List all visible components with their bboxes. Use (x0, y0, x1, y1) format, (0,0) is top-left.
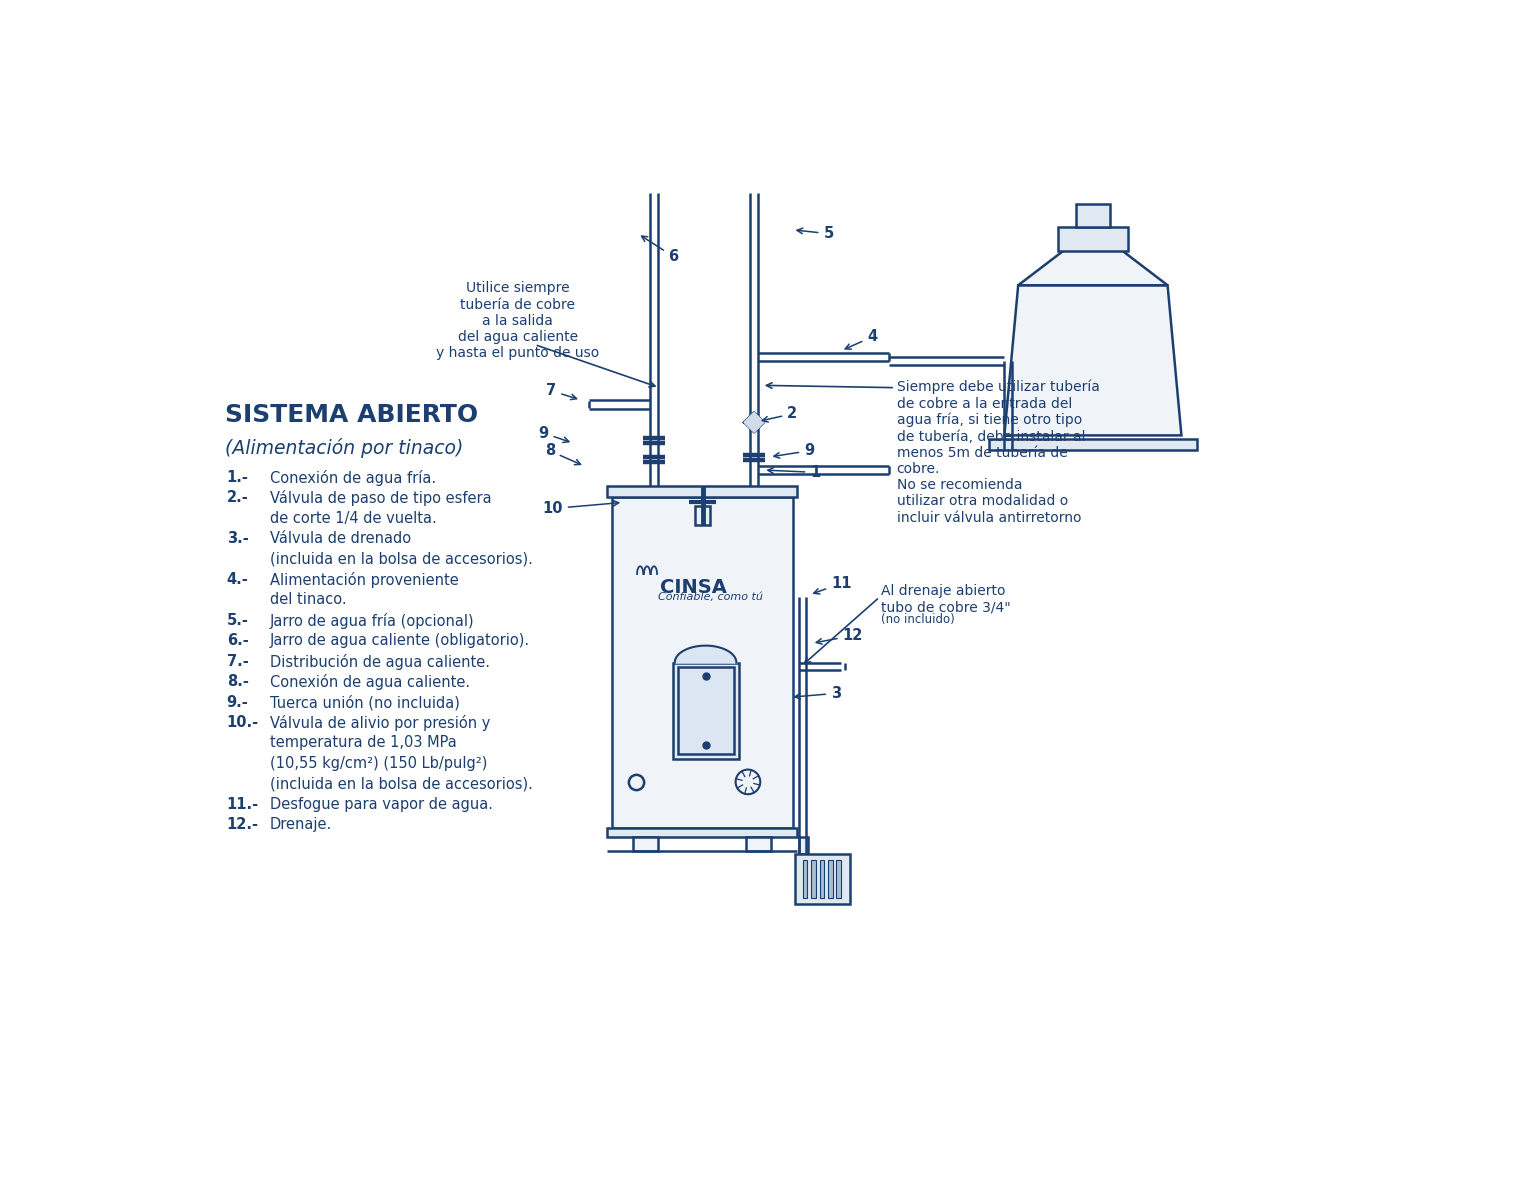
Bar (803, 860, 808, 898)
Text: Válvula de drenado: Válvula de drenado (270, 531, 412, 546)
Bar (828, 860, 833, 898)
Text: 5: 5 (797, 226, 834, 242)
Text: Válvula de paso de tipo esfera: Válvula de paso de tipo esfera (270, 490, 492, 507)
Text: (10,55 kg/cm²) (150 Lb/pulg²): (10,55 kg/cm²) (150 Lb/pulg²) (270, 756, 487, 771)
Text: Confiable, como tú: Confiable, como tú (657, 591, 763, 602)
Text: 11.-: 11.- (227, 796, 258, 812)
Polygon shape (1005, 286, 1181, 436)
Text: 10: 10 (542, 501, 619, 516)
Text: 12: 12 (816, 628, 863, 644)
Polygon shape (743, 412, 763, 432)
Bar (820, 860, 825, 898)
Bar (607, 828, 797, 838)
Text: 9: 9 (774, 444, 814, 458)
Bar (837, 860, 842, 898)
Text: 6.-: 6.- (227, 633, 249, 649)
Text: (incluida en la bolsa de accesorios).: (incluida en la bolsa de accesorios). (270, 552, 533, 566)
Bar (746, 838, 771, 851)
Bar (611, 497, 793, 828)
Text: 11: 11 (814, 576, 851, 594)
Text: 2: 2 (762, 406, 797, 422)
Text: Tuerca unión (no incluida): Tuerca unión (no incluida) (270, 695, 459, 710)
Text: Siempre debe utilizar tubería
de cobre a la entrada del
agua fría, si tiene otro: Siempre debe utilizar tubería de cobre a… (897, 380, 1100, 525)
Bar (694, 506, 710, 526)
Text: (no incluido): (no incluido) (882, 613, 955, 626)
Text: Conexión de agua fría.: Conexión de agua fría. (270, 470, 436, 486)
Text: (incluida en la bolsa de accesorios).: (incluida en la bolsa de accesorios). (270, 776, 533, 791)
Bar (989, 439, 1197, 450)
Bar (633, 838, 657, 851)
Text: del tinaco.: del tinaco. (270, 593, 347, 607)
Text: Conexión de agua caliente.: Conexión de agua caliente. (270, 674, 470, 690)
Text: 3.-: 3.- (227, 531, 249, 546)
Bar (673, 663, 739, 759)
Bar (607, 487, 797, 497)
Text: Utilice siempre
tubería de cobre
a la salida
del agua caliente
y hasta el punto : Utilice siempre tubería de cobre a la sa… (436, 281, 599, 361)
Text: Válvula de alivio por presión y: Válvula de alivio por presión y (270, 715, 490, 731)
Text: 2.-: 2.- (227, 490, 249, 506)
Bar (811, 860, 816, 898)
Text: Al drenaje abierto
tubo de cobre 3/4": Al drenaje abierto tubo de cobre 3/4" (882, 584, 1011, 614)
Text: Jarro de agua fría (opcional): Jarro de agua fría (opcional) (270, 613, 475, 628)
Text: 8: 8 (545, 444, 581, 464)
Bar (1058, 227, 1127, 251)
Text: CINSA: CINSA (660, 578, 727, 597)
Text: 7: 7 (547, 383, 576, 400)
Text: 1: 1 (768, 465, 820, 480)
Text: 4.-: 4.- (227, 572, 249, 587)
Text: 3: 3 (794, 685, 842, 701)
Bar (1075, 205, 1111, 227)
Text: Distribución de agua caliente.: Distribución de agua caliente. (270, 653, 490, 670)
Text: Alimentación proveniente: Alimentación proveniente (270, 572, 459, 588)
Text: de corte 1/4 de vuelta.: de corte 1/4 de vuelta. (270, 511, 436, 526)
Bar (677, 668, 734, 754)
Text: temperatura de 1,03 MPa: temperatura de 1,03 MPa (270, 735, 456, 751)
Text: 5.-: 5.- (227, 613, 249, 628)
Text: Jarro de agua caliente (obligatorio).: Jarro de agua caliente (obligatorio). (270, 633, 530, 649)
Text: 10.-: 10.- (227, 715, 258, 729)
Polygon shape (1018, 251, 1167, 286)
Text: 9: 9 (539, 426, 568, 443)
Text: Desfogue para vapor de agua.: Desfogue para vapor de agua. (270, 796, 493, 812)
Text: 1.-: 1.- (227, 470, 249, 486)
Text: 9.-: 9.- (227, 695, 249, 709)
Text: 4: 4 (845, 330, 877, 349)
Text: (Alimentación por tinaco): (Alimentación por tinaco) (226, 438, 464, 458)
Text: 7.-: 7.- (227, 653, 249, 669)
Text: Drenaje.: Drenaje. (270, 816, 332, 832)
Text: 12.-: 12.- (227, 816, 258, 832)
Text: 8.-: 8.- (227, 674, 249, 689)
Bar (796, 854, 851, 904)
Bar (799, 838, 808, 854)
Text: 6: 6 (642, 236, 679, 264)
Text: SISTEMA ABIERTO: SISTEMA ABIERTO (226, 403, 478, 427)
